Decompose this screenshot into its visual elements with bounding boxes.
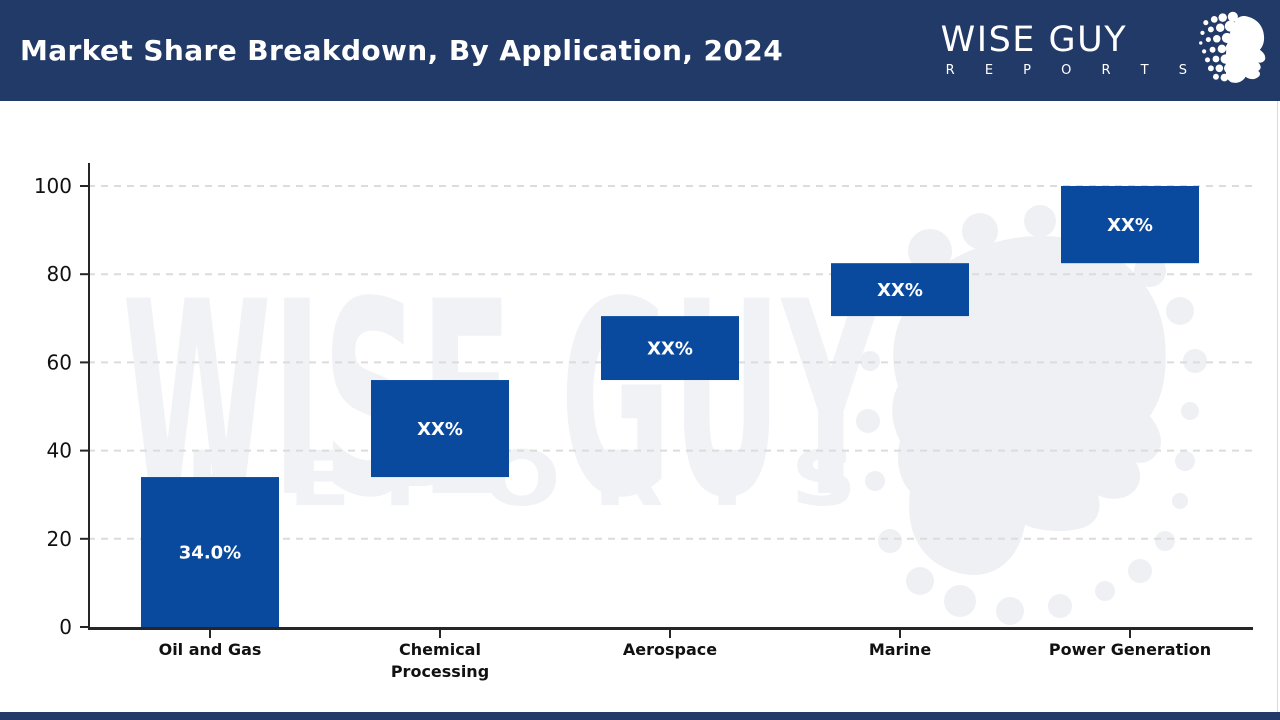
bar-oil-and-gas	[141, 477, 279, 627]
wiseguy-logo: WISE GUY R E P O R T S	[941, 5, 1270, 97]
bar-value-label-oil-and-gas: 34.0%	[179, 543, 241, 564]
bar-value-label-marine: XX%	[877, 280, 923, 301]
header-bar: Market Share Breakdown, By Application, …	[0, 0, 1280, 101]
logo-wordmark: WISE GUY	[940, 20, 1128, 60]
bar-marine	[831, 263, 969, 317]
y-tick-label-40: 40	[47, 439, 72, 463]
y-tick-label-0: 0	[59, 615, 72, 639]
bar-value-label-power-generation: XX%	[1107, 215, 1153, 236]
bar-value-label-chemical-processing: XX%	[417, 419, 463, 440]
watermark-subtitle: R E P O R T S	[185, 434, 857, 523]
y-tick-label-80: 80	[47, 262, 72, 286]
page-title: Market Share Breakdown, By Application, …	[20, 34, 784, 67]
bar-power-generation	[1061, 186, 1199, 264]
figure-right-border	[1277, 101, 1278, 712]
x-tick-label-marine: Marine	[869, 640, 931, 659]
x-tick-label-oil-and-gas: Oil and Gas	[159, 640, 262, 659]
chart-area: WISE GUY R E P O R T S 0 20 40 60 80 100 34.0%…	[0, 101, 1280, 712]
logo-text: WISE GUY R E P O R T S	[940, 20, 1200, 79]
x-tick-label-chemical-processing: Chemical Processing	[391, 640, 489, 681]
logo-head-icon	[1199, 11, 1266, 83]
footer-bar	[0, 712, 1280, 720]
y-tick-label-100: 100	[34, 174, 72, 198]
x-tick-label-power-generation: Power Generation	[1049, 640, 1211, 659]
bar-value-label-aerospace: XX%	[647, 339, 693, 360]
bar-chemical-processing	[371, 380, 509, 478]
y-tick-label-20: 20	[47, 527, 72, 551]
plot: 0 20 40 60 80 100 34.0% Oil and Gas XX% Chemical P…	[34, 163, 1253, 681]
y-tick-label-60: 60	[47, 350, 72, 374]
x-tick-label-aerospace: Aerospace	[623, 640, 717, 659]
logo-subtitle: R E P O R T S	[945, 63, 1200, 78]
bar-aerospace	[601, 316, 739, 381]
